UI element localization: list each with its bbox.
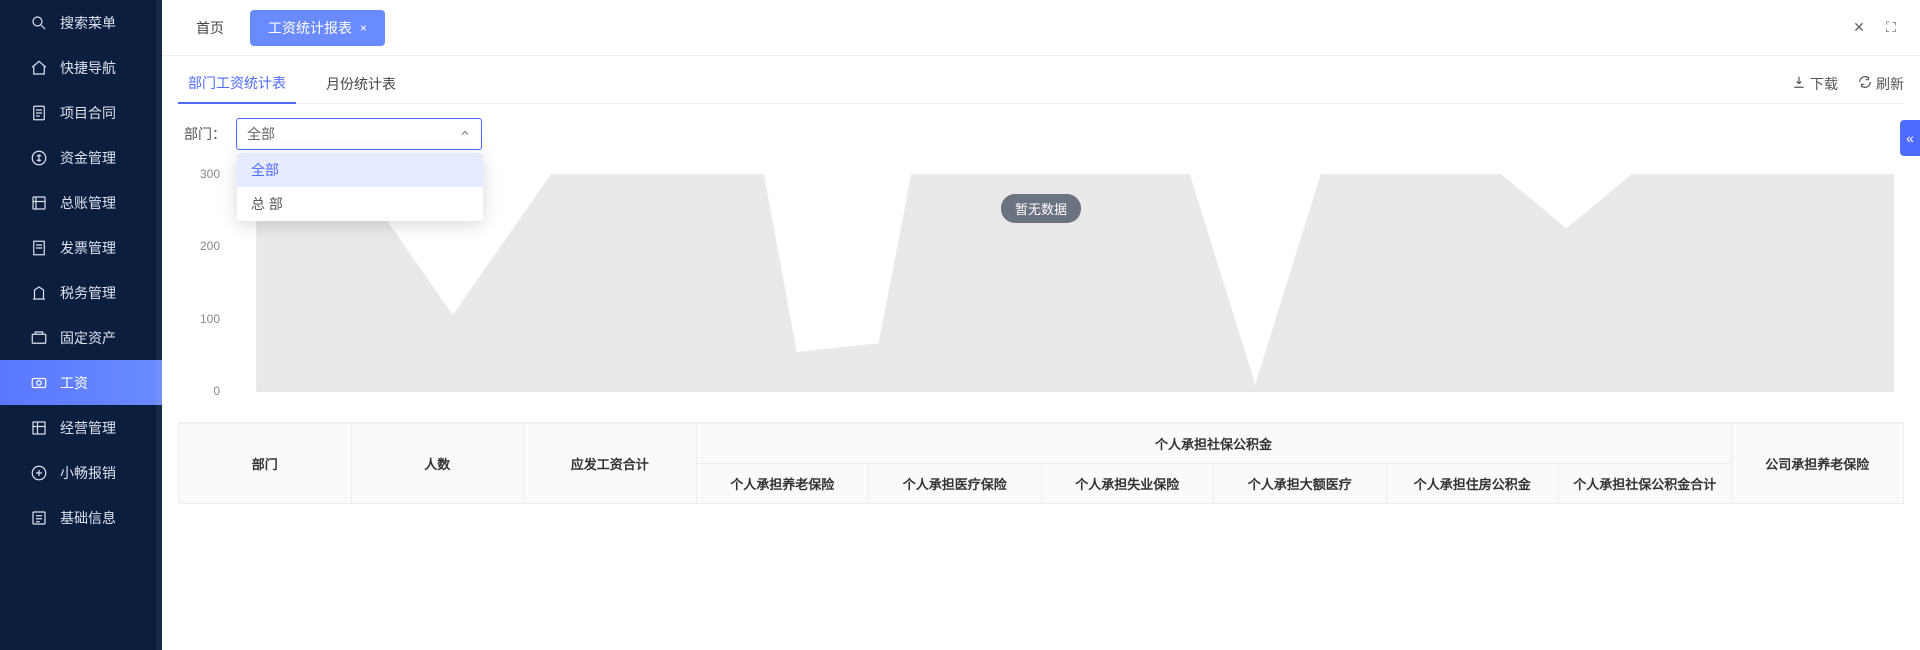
dropdown-option-0[interactable]: 全部 [237, 153, 483, 187]
table-header-cell: 人数 [351, 424, 524, 504]
sidebar-item-label: 项目合同 [60, 103, 116, 123]
table-header-cell: 公司承担养老保险 [1731, 424, 1904, 504]
table-header-cell: 个人承担医疗保险 [869, 464, 1042, 504]
invoice-icon [30, 239, 48, 257]
main-panel: 首页 工资统计报表 × ✕ ⛶ 部门工资统计表月份统计表 下载 [162, 0, 1920, 650]
close-tabs-button[interactable]: ✕ [1846, 15, 1872, 41]
sidebar-item-3[interactable]: 资金管理 [0, 135, 162, 180]
no-data-badge: 暂无数据 [1001, 194, 1081, 223]
doc-icon [30, 104, 48, 122]
download-label: 下载 [1810, 74, 1838, 94]
y-tick-label: 0 [188, 384, 220, 398]
department-dropdown: 全部总 部 [237, 153, 483, 221]
refresh-button[interactable]: 刷新 [1858, 74, 1904, 94]
table-group-header: 个人承担社保公积金 [696, 424, 1731, 464]
sidebar-item-10[interactable]: 小畅报销 [0, 450, 162, 495]
money-icon [30, 149, 48, 167]
top-tab-0[interactable]: 首页 [178, 10, 242, 46]
filter-row: 部门： 全部 全部总 部 [178, 104, 1904, 160]
reimburse-icon [30, 464, 48, 482]
biz-icon [30, 419, 48, 437]
department-select-value: 全部 [247, 124, 275, 144]
asset-icon [30, 329, 48, 347]
info-icon [30, 509, 48, 527]
refresh-icon [1858, 75, 1872, 92]
tax-icon [30, 284, 48, 302]
sidebar-item-9[interactable]: 经营管理 [0, 405, 162, 450]
collapse-handle[interactable]: « [1900, 120, 1920, 156]
top-tab-label: 工资统计报表 [268, 18, 352, 38]
sidebar-item-4[interactable]: 总账管理 [0, 180, 162, 225]
salary-table: 部门人数应发工资合计个人承担社保公积金公司承担养老保险个人承担养老保险个人承担医… [178, 423, 1904, 504]
salary-icon [30, 374, 48, 392]
table-header-cell: 部门 [179, 424, 352, 504]
sidebar-item-label: 工资 [60, 373, 88, 393]
y-tick-label: 200 [188, 239, 220, 253]
search-icon [30, 14, 48, 32]
sidebar-item-2[interactable]: 项目合同 [0, 90, 162, 135]
top-tab-1[interactable]: 工资统计报表 × [250, 10, 385, 46]
sidebar-item-7[interactable]: 固定资产 [0, 315, 162, 360]
sidebar-item-label: 经营管理 [60, 418, 116, 438]
table-header-cell: 个人承担住房公积金 [1386, 464, 1559, 504]
sidebar-item-label: 税务管理 [60, 283, 116, 303]
sub-tab-0[interactable]: 部门工资统计表 [178, 64, 296, 104]
sidebar-item-label: 总账管理 [60, 193, 116, 213]
sidebar-item-11[interactable]: 基础信息 [0, 495, 162, 540]
expand-button[interactable]: ⛶ [1878, 15, 1904, 41]
table-header-cell: 个人承担养老保险 [696, 464, 869, 504]
department-select[interactable]: 全部 全部总 部 [236, 118, 482, 150]
sidebar-item-6[interactable]: 税务管理 [0, 270, 162, 315]
table-header-cell: 个人承担失业保险 [1041, 464, 1214, 504]
top-tabs-bar: 首页 工资统计报表 × ✕ ⛶ [162, 0, 1920, 56]
top-tab-label: 首页 [196, 18, 224, 38]
close-icon[interactable]: × [360, 21, 367, 35]
sidebar-item-label: 固定资产 [60, 328, 116, 348]
dropdown-option-1[interactable]: 总 部 [237, 187, 483, 221]
department-filter-label: 部门： [184, 124, 226, 144]
home-icon [30, 59, 48, 77]
refresh-label: 刷新 [1876, 74, 1904, 94]
table-header-cell: 应发工资合计 [524, 424, 697, 504]
sub-tabs-row: 部门工资统计表月份统计表 下载 刷新 [178, 64, 1904, 104]
sub-tab-1[interactable]: 月份统计表 [316, 64, 406, 104]
y-tick-label: 100 [188, 312, 220, 326]
sidebar-item-5[interactable]: 发票管理 [0, 225, 162, 270]
download-button[interactable]: 下载 [1792, 74, 1838, 94]
sidebar-item-label: 小畅报销 [60, 463, 116, 483]
table-header-cell: 个人承担社保公积金合计 [1559, 464, 1732, 504]
download-icon [1792, 75, 1806, 92]
ledger-icon [30, 194, 48, 212]
y-tick-label: 300 [188, 167, 220, 181]
sidebar-item-label: 快捷导航 [60, 58, 116, 78]
sidebar: 搜索菜单快捷导航项目合同资金管理总账管理发票管理税务管理固定资产工资经营管理小畅… [0, 0, 162, 650]
sidebar-item-0[interactable]: 搜索菜单 [0, 0, 162, 45]
sidebar-item-label: 资金管理 [60, 148, 116, 168]
chevron-down-icon [459, 126, 471, 142]
table-wrap: 部门人数应发工资合计个人承担社保公积金公司承担养老保险个人承担养老保险个人承担医… [178, 422, 1904, 504]
sidebar-item-label: 发票管理 [60, 238, 116, 258]
sidebar-item-8[interactable]: 工资 [0, 360, 162, 405]
sidebar-item-1[interactable]: 快捷导航 [0, 45, 162, 90]
sidebar-item-label: 基础信息 [60, 508, 116, 528]
sidebar-item-label: 搜索菜单 [60, 13, 116, 33]
table-header-cell: 个人承担大额医疗 [1214, 464, 1387, 504]
